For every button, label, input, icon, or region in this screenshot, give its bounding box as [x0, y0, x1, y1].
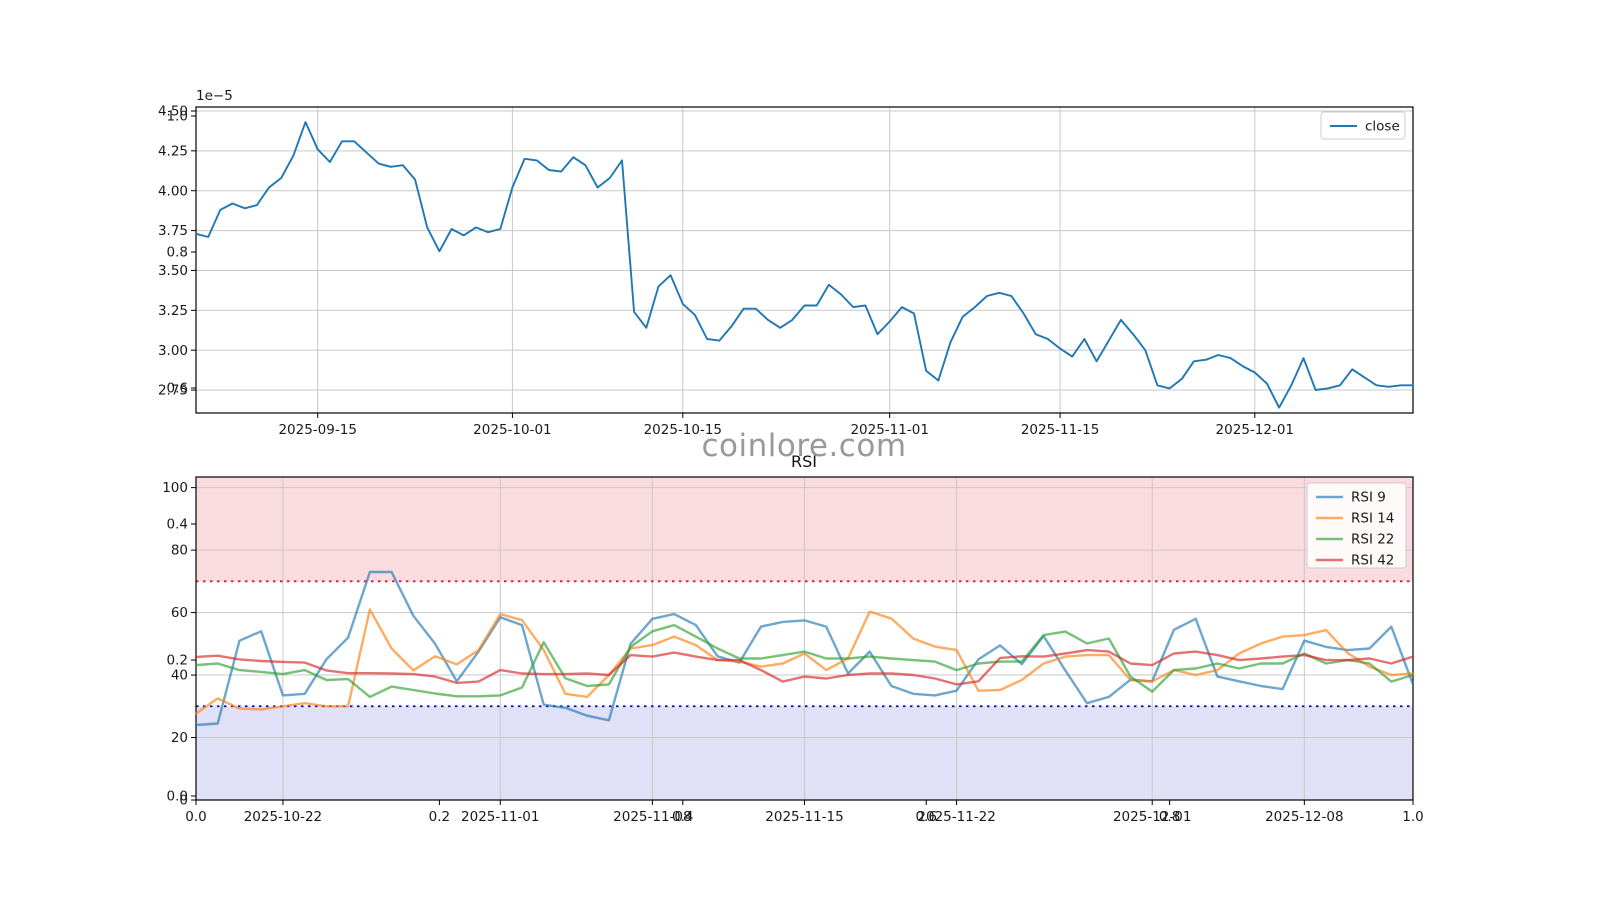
overlay-y-tick-label: 0.6 — [167, 381, 188, 397]
rsi-rsi-42-line — [194, 648, 1415, 686]
y-tick-label: 4.00 — [158, 183, 188, 199]
rsi-chart-title: RSI — [791, 452, 817, 471]
y-tick-label: 40 — [171, 668, 188, 684]
y-tick-label: 4.50 — [158, 104, 188, 120]
overlay-y-tick-label: 1.0 — [167, 109, 188, 125]
close-line — [195, 121, 1414, 409]
y-tick-label: 80 — [171, 543, 188, 559]
y-tick-label: 3.25 — [158, 303, 188, 319]
rsi-axes: 0 20 40 60 80 100 2025-10-22 2025-11-01 2025-11-… — [162, 476, 1415, 825]
legend-label: RSI 42 — [1351, 553, 1394, 569]
x-tick-label: 2025-12-08 — [1265, 809, 1343, 825]
overlay-axis: 1.0 0.8 0.6 0.4 0.2 0.0 0.0 0.2 0.4 0.6 0.8 1.0 — [167, 109, 1424, 825]
x-tick-label: 2025-10-22 — [244, 809, 322, 825]
watermark: coinlore.com — [701, 428, 907, 464]
x-tick-label: 2025-11-01 — [461, 809, 539, 825]
legend-label: RSI 9 — [1351, 490, 1386, 506]
overlay-x-tick-label: 0.4 — [672, 809, 693, 825]
x-tick-label: 2025-11-01 — [850, 422, 928, 438]
x-tick-label: 2025-12-01 — [1113, 809, 1191, 825]
overlay-x-tick-label: 0.8 — [1159, 809, 1180, 825]
rsi-legend — [1306, 482, 1407, 569]
y-tick-label: 4.25 — [158, 143, 188, 159]
x-tick-label: 2025-11-22 — [917, 809, 995, 825]
x-tick-label: 2025-10-01 — [473, 422, 551, 438]
rsi-rsi-22-line — [194, 623, 1415, 699]
y-tick-label: 3.00 — [158, 343, 188, 359]
overlay-y-tick-label: 0.0 — [167, 789, 188, 805]
top-legend — [1320, 111, 1406, 140]
y-tick-label: 3.75 — [158, 223, 188, 239]
axes-border — [195, 106, 1414, 414]
top-axes: 2.75 3.00 3.25 3.50 3.75 4.00 4.25 4.50 2025-09-… — [158, 88, 1414, 438]
y-tick-label: 2.75 — [158, 383, 188, 399]
overlay-x-tick-label: 1.0 — [1402, 809, 1423, 825]
x-tick-label: 2025-11-15 — [765, 809, 843, 825]
x-tick-label: 2025-10-15 — [644, 422, 722, 438]
legend-label: close — [1365, 119, 1400, 135]
overlay-x-tick-label: 0.2 — [429, 809, 450, 825]
overlay-y-tick-label: 0.2 — [167, 653, 188, 669]
rsi-rsi-14-line — [194, 608, 1415, 715]
legend-label: RSI 14 — [1351, 511, 1394, 527]
y-tick-label: 3.50 — [158, 263, 188, 279]
y-tick-label: 20 — [171, 730, 188, 746]
overlay-y-tick-label: 0.8 — [167, 245, 188, 261]
legend-label: RSI 22 — [1351, 532, 1394, 548]
x-tick-label: 2025-12-01 — [1216, 422, 1294, 438]
y-axis-offset-label: 1e−5 — [196, 88, 233, 104]
y-tick-label: 60 — [171, 605, 188, 621]
y-tick-label: 0 — [179, 793, 188, 809]
overlay-y-tick-label: 0.4 — [167, 517, 188, 533]
overlay-x-tick-label: 0.0 — [185, 809, 206, 825]
x-tick-label: 2025-11-15 — [1021, 422, 1099, 438]
rsi-rsi-9-line — [194, 570, 1415, 727]
x-tick-label: 2025-11-08 — [613, 809, 691, 825]
y-tick-label: 100 — [162, 480, 188, 496]
overlay-x-tick-label: 0.6 — [915, 809, 936, 825]
x-tick-label: 2025-09-15 — [278, 422, 356, 438]
